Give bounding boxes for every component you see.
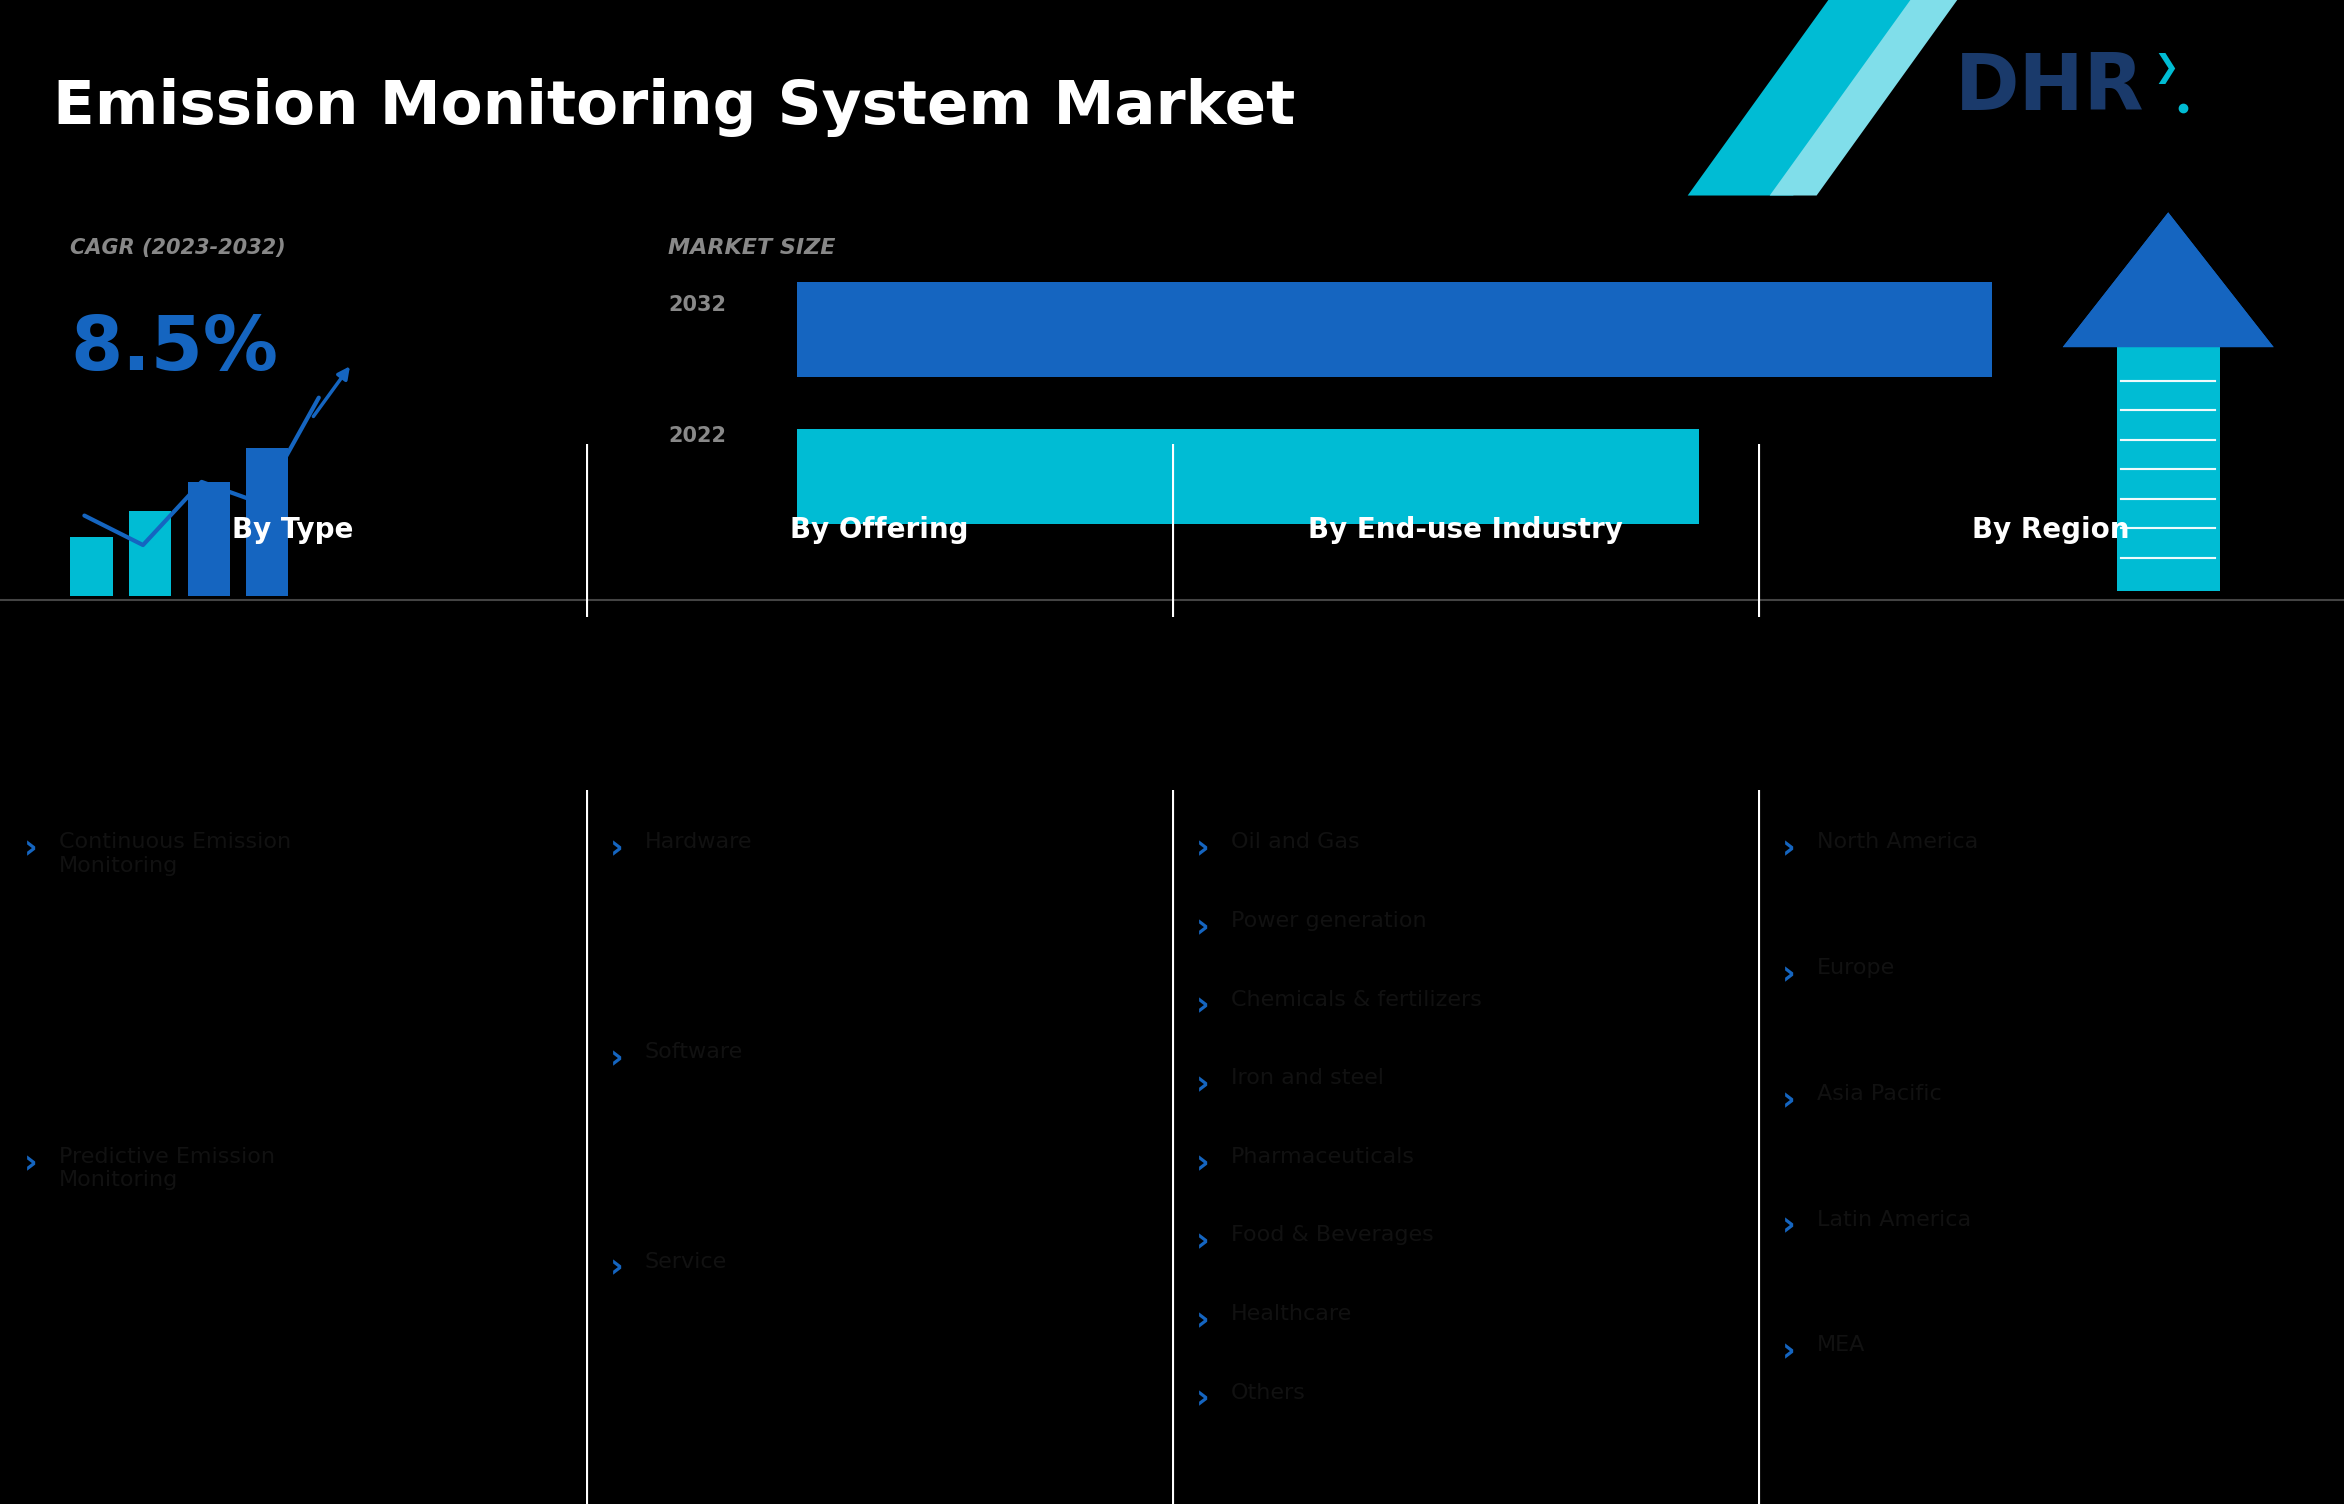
Text: ›: ›	[1195, 1148, 1210, 1179]
Text: DHR: DHR	[1955, 50, 2145, 126]
Text: MEA: MEA	[1817, 1336, 1866, 1355]
Text: 2022: 2022	[668, 426, 727, 445]
FancyBboxPatch shape	[188, 481, 230, 596]
Text: ›: ›	[1195, 1382, 1210, 1415]
Text: Emission Monitoring System Market: Emission Monitoring System Market	[52, 78, 1294, 137]
Text: CAGR (2023-2032): CAGR (2023-2032)	[70, 238, 286, 257]
Text: ›: ›	[1195, 990, 1210, 1023]
Text: MARKET SIZE: MARKET SIZE	[668, 238, 834, 257]
Text: ›: ›	[609, 833, 624, 865]
Polygon shape	[2063, 212, 2274, 347]
Text: ›: ›	[1195, 1304, 1210, 1337]
FancyBboxPatch shape	[2117, 347, 2220, 591]
Text: ›: ›	[1195, 1068, 1210, 1101]
Text: Food & Beverages: Food & Beverages	[1231, 1226, 1432, 1245]
Text: By Type: By Type	[232, 516, 354, 544]
Text: By Region: By Region	[1971, 516, 2131, 544]
Text: By Offering: By Offering	[790, 516, 968, 544]
Polygon shape	[1688, 0, 1934, 196]
Text: USD 7.3 Billion: USD 7.3 Billion	[832, 308, 1181, 350]
Text: Continuous Emission
Monitoring: Continuous Emission Monitoring	[59, 833, 291, 875]
Text: ›: ›	[609, 1042, 624, 1075]
Text: ›: ›	[1781, 833, 1796, 865]
Text: USD 3.2 Billion: USD 3.2 Billion	[832, 456, 1181, 498]
Text: ›: ›	[1781, 1336, 1796, 1369]
FancyBboxPatch shape	[129, 511, 171, 596]
Text: ›: ›	[1195, 833, 1210, 865]
Text: Pharmaceuticals: Pharmaceuticals	[1231, 1148, 1413, 1167]
Text: 2032: 2032	[668, 295, 727, 314]
Text: Chemicals & fertilizers: Chemicals & fertilizers	[1231, 990, 1481, 1009]
FancyBboxPatch shape	[797, 429, 1699, 523]
Text: Hardware: Hardware	[645, 833, 752, 853]
FancyBboxPatch shape	[2117, 347, 2220, 591]
Text: Asia Pacific: Asia Pacific	[1817, 1084, 1941, 1104]
Text: ›: ›	[1195, 911, 1210, 945]
Text: Power generation: Power generation	[1231, 911, 1425, 931]
Polygon shape	[2063, 212, 2274, 347]
FancyBboxPatch shape	[246, 448, 288, 596]
Text: Oil and Gas: Oil and Gas	[1231, 833, 1360, 853]
Text: ›: ›	[1781, 1084, 1796, 1117]
Text: ›: ›	[23, 833, 38, 865]
Text: 8.5%: 8.5%	[70, 313, 279, 387]
FancyBboxPatch shape	[797, 281, 1992, 376]
Text: Latin America: Latin America	[1817, 1209, 1971, 1230]
Text: ❯: ❯	[2154, 53, 2178, 84]
Text: ›: ›	[609, 1251, 624, 1284]
Text: Predictive Emission
Monitoring: Predictive Emission Monitoring	[59, 1148, 274, 1190]
Text: Iron and steel: Iron and steel	[1231, 1068, 1383, 1089]
Text: Others: Others	[1231, 1382, 1306, 1403]
Text: Service: Service	[645, 1251, 727, 1271]
Text: ›: ›	[1195, 1226, 1210, 1259]
Text: ›: ›	[1781, 958, 1796, 991]
Polygon shape	[1770, 0, 1957, 196]
Text: Healthcare: Healthcare	[1231, 1304, 1352, 1324]
FancyBboxPatch shape	[70, 537, 113, 596]
Text: Europe: Europe	[1817, 958, 1894, 978]
Text: North America: North America	[1817, 833, 1978, 853]
Text: By End-use Industry: By End-use Industry	[1308, 516, 1622, 544]
Text: ›: ›	[1781, 1209, 1796, 1242]
Text: Software: Software	[645, 1042, 743, 1062]
FancyBboxPatch shape	[2117, 347, 2220, 591]
Text: ›: ›	[23, 1148, 38, 1179]
